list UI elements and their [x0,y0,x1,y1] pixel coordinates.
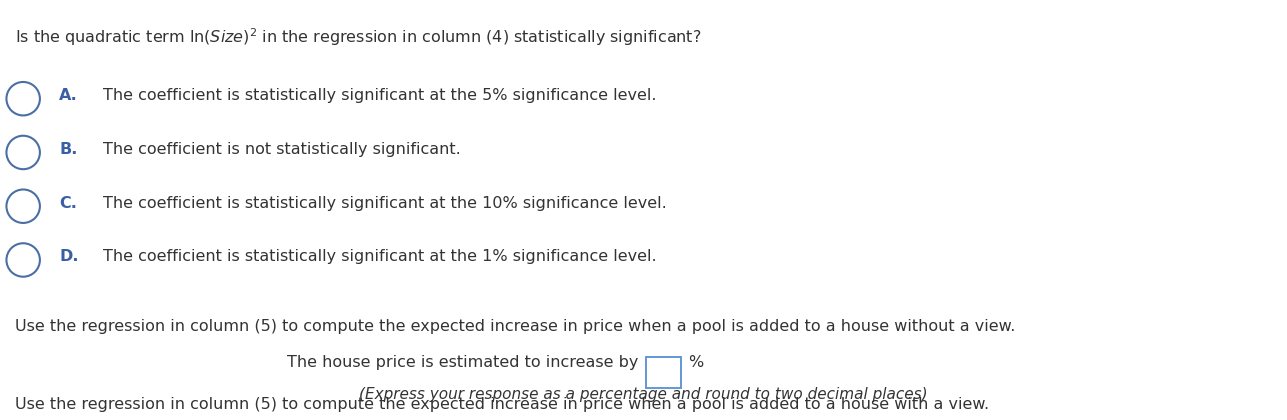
Text: The coefficient is statistically significant at the 1% significance level.: The coefficient is statistically signifi… [103,249,656,265]
Text: (Express your response as a percentage and round to two decimal places): (Express your response as a percentage a… [359,387,928,402]
Text: C.: C. [59,196,77,211]
Text: Use the regression in column (5) to compute the expected increase in price when : Use the regression in column (5) to comp… [15,396,990,412]
Text: A.: A. [59,88,79,103]
Text: The coefficient is statistically significant at the 10% significance level.: The coefficient is statistically signifi… [103,196,667,211]
Text: The coefficient is not statistically significant.: The coefficient is not statistically sig… [103,142,461,157]
Text: B.: B. [59,142,77,157]
Text: D.: D. [59,249,79,265]
Text: The coefficient is statistically significant at the 5% significance level.: The coefficient is statistically signifi… [103,88,656,103]
Text: Is the quadratic term $\ln(\mathit{Size})^2$ in the regression in column (4) sta: Is the quadratic term $\ln(\mathit{Size}… [15,26,701,48]
Text: The house price is estimated to increase by: The house price is estimated to increase… [287,355,644,370]
FancyBboxPatch shape [646,357,681,388]
Text: %: % [689,355,704,370]
Text: Use the regression in column (5) to compute the expected increase in price when : Use the regression in column (5) to comp… [15,319,1015,334]
